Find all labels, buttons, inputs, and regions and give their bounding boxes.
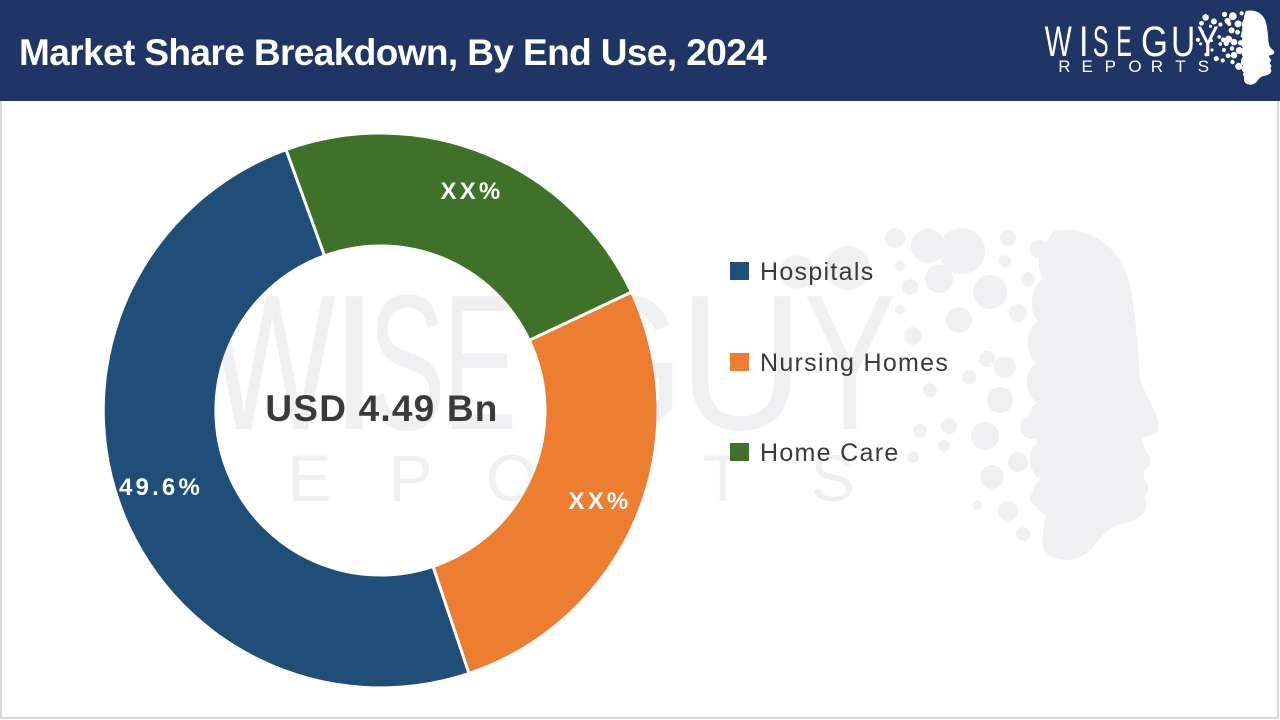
svg-text:S: S — [368, 254, 445, 470]
svg-text:Y: Y — [804, 255, 897, 471]
svg-text:I: I — [329, 255, 379, 470]
